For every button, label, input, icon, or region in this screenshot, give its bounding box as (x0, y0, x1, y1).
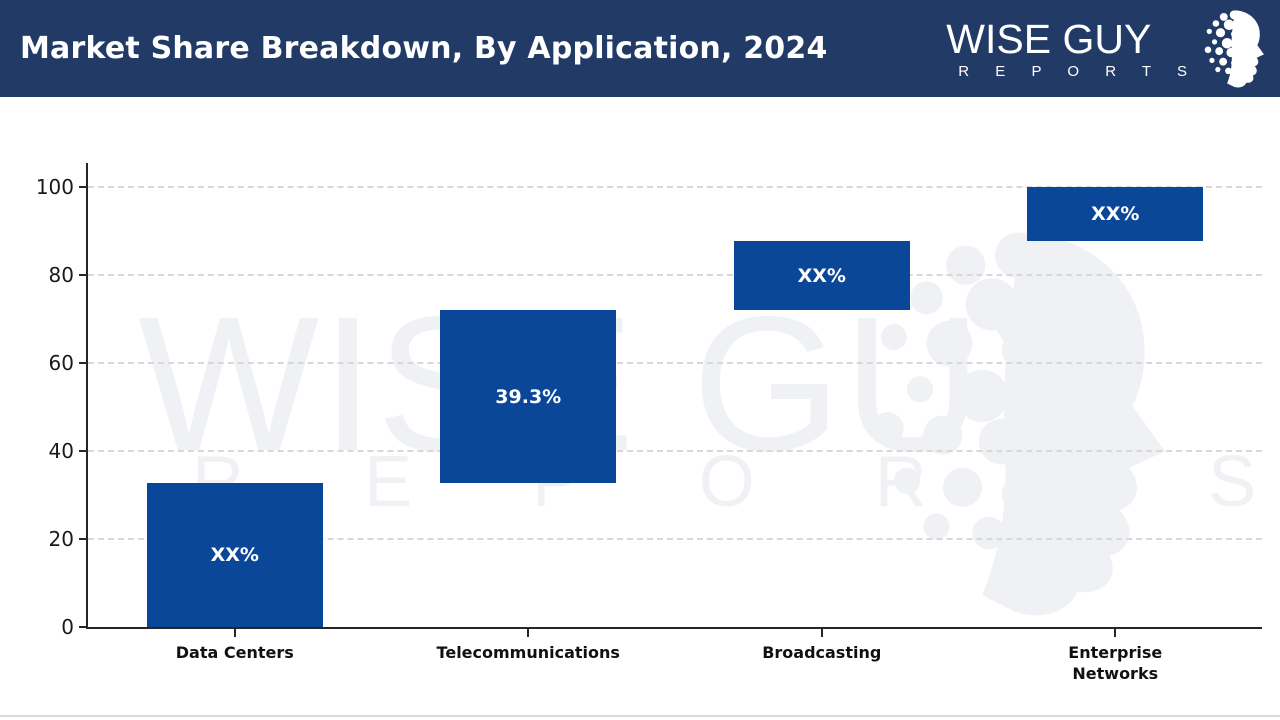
x-axis-tick (820, 629, 823, 637)
x-axis-tick (233, 629, 236, 637)
y-axis-line (86, 163, 88, 629)
bar-value-label: XX% (210, 544, 259, 567)
bar-value-label: 39.3% (495, 385, 562, 408)
bar-data-centers: XX% (146, 483, 323, 627)
x-axis-category-label: Data Centers (175, 643, 294, 662)
gridline (88, 538, 1262, 540)
gridline (88, 274, 1262, 276)
wiseguy-logo: WISE GUY R E P O R T S (946, 9, 1266, 88)
y-axis-tick-label: 60 (48, 351, 74, 375)
y-axis-tick (79, 450, 88, 452)
bar-value-label: XX% (1091, 203, 1140, 226)
y-axis-tick-label: 20 (48, 527, 74, 551)
y-axis-tick (79, 538, 88, 540)
y-axis-tick-label: 0 (61, 615, 74, 639)
y-axis-tick-label: 80 (48, 263, 74, 287)
x-axis-line (86, 627, 1262, 629)
app-header: Market Share Breakdown, By Application, … (0, 0, 1280, 97)
y-axis-tick-label: 100 (35, 175, 74, 199)
gridline (88, 450, 1262, 452)
waterfall-chart: 0 20 40 60 80 100 XX% Data Centers 39.3% Telecomm… (0, 97, 1280, 717)
x-axis-tick (1114, 629, 1117, 637)
y-axis-tick-label: 40 (48, 439, 74, 463)
logo-text: WISE GUY R E P O R T S (946, 15, 1198, 80)
x-axis-tick (527, 629, 530, 637)
bar-broadcasting: XX% (733, 241, 910, 311)
x-axis-category-label: Enterprise Networks (1068, 643, 1163, 683)
watermark-face-icon (871, 232, 1166, 616)
bottom-divider (0, 715, 1280, 717)
logo-wordmark: WISE GUY (946, 15, 1152, 62)
y-axis-tick (79, 626, 88, 628)
x-axis-category-label: Broadcasting (762, 643, 882, 662)
y-axis-tick (79, 274, 88, 276)
gridline (88, 362, 1262, 364)
gridline (88, 186, 1262, 188)
bar-telecommunications: 39.3% (440, 310, 617, 484)
bar-value-label: XX% (797, 264, 846, 287)
y-axis-tick (79, 186, 88, 188)
logo-subtitle: R E P O R T S (958, 62, 1198, 80)
y-axis-tick (79, 362, 88, 364)
bar-enterprise-networks: XX% (1027, 187, 1204, 242)
x-axis-category-label: Telecommunications (436, 643, 620, 662)
logo-face-icon (1204, 10, 1264, 88)
page-title: Market Share Breakdown, By Application, … (20, 31, 828, 66)
